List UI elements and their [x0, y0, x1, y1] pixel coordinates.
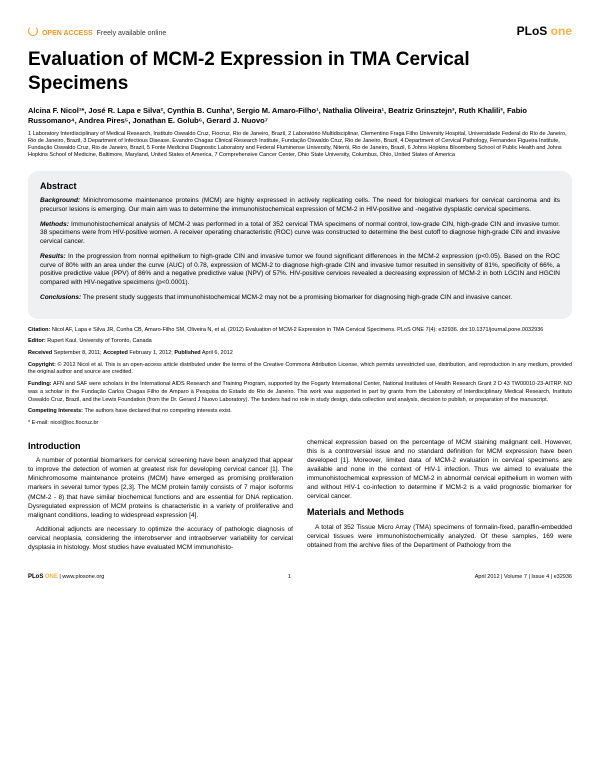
competing-label: Competing Interests:	[28, 408, 83, 414]
intro-p2: Additional adjuncts are necessary to opt…	[28, 525, 293, 552]
page-footer: PLoS ONE | www.plosone.org 1 April 2012 …	[28, 571, 572, 580]
meta-competing: Competing Interests: The authors have de…	[28, 408, 572, 416]
page: OPEN ACCESS Freely available online PLoS…	[0, 0, 600, 604]
logo-one: one	[551, 24, 572, 38]
abstract-results-text: In the progression from normal epitheliu…	[40, 253, 560, 286]
meta-copyright: Copyright: © 2012 Nicol et al. This is a…	[28, 362, 572, 377]
right-column: chemical expression based on the percent…	[307, 438, 572, 558]
editor-text: Rupert Kaul, University of Toronto, Cana…	[47, 338, 151, 344]
abstract-background-text: Minichromosome maintenance proteins (MCM…	[40, 197, 560, 213]
abstract-conclusions-text: The present study suggests that immunohi…	[83, 294, 512, 301]
meta-funding: Funding: AFN and SAF were scholars in th…	[28, 381, 572, 404]
funding-text: AFN and SAF were scholars in the Interna…	[28, 381, 572, 402]
access-text: ACCESS	[63, 30, 92, 37]
competing-text: The authors have declared that no compet…	[84, 408, 231, 414]
header: OPEN ACCESS Freely available online PLoS…	[28, 24, 572, 38]
accepted-label: Accepted	[103, 350, 128, 356]
meta-citation: Citation: Nicol AF, Lapa e Silva JR, Cun…	[28, 327, 572, 335]
intro-p1: A number of potential biomarkers for cer…	[28, 456, 293, 520]
freely-available-text: Freely available online	[97, 30, 167, 37]
abstract-results-label: Results:	[40, 253, 66, 260]
citation-text: Nicol AF, Lapa e Silva JR, Cunha CB, Ama…	[52, 327, 543, 333]
citation-label: Citation:	[28, 327, 50, 333]
accepted-text: February 1, 2012;	[129, 350, 172, 356]
abstract-box: Abstract Background: Minichromosome main…	[28, 171, 572, 319]
logo-plos: PLoS	[517, 24, 548, 38]
affiliations: 1 Laboratory Interdisciplinary of Medica…	[28, 131, 572, 160]
abstract-heading: Abstract	[40, 181, 560, 191]
authors-list: Alcina F. Nicol¹*, José R. Lapa e Silva²…	[28, 106, 572, 127]
footer-site: | www.plosone.org	[59, 574, 104, 580]
intro-p3: chemical expression based on the percent…	[307, 438, 572, 502]
published-label: Published	[174, 350, 200, 356]
footer-issue: April 2012 | Volume 7 | Issue 4 | e32936	[475, 574, 572, 580]
abstract-results: Results: In the progression from normal …	[40, 253, 560, 288]
open-access-icon	[28, 26, 38, 36]
journal-logo: PLoS one	[517, 24, 572, 38]
body-columns: Introduction A number of potential bioma…	[28, 438, 572, 558]
abstract-background: Background: Minichromosome maintenance p…	[40, 197, 560, 215]
footer-logo-plos: PLoS	[28, 574, 43, 580]
received-label: Received	[28, 350, 52, 356]
article-title: Evaluation of MCM-2 Expression in TMA Ce…	[28, 48, 572, 96]
meta-dates: Received September 8, 2011; Accepted Feb…	[28, 350, 572, 358]
meta-block: Citation: Nicol AF, Lapa e Silva JR, Cun…	[28, 327, 572, 428]
copyright-label: Copyright:	[28, 362, 56, 368]
footer-left: PLoS ONE | www.plosone.org	[28, 574, 104, 580]
methods-heading: Materials and Methods	[307, 506, 572, 519]
abstract-methods-label: Methods:	[40, 221, 69, 228]
email-label: * E-mail:	[28, 420, 49, 426]
abstract-conclusions-label: Conclusions:	[40, 294, 81, 301]
left-column: Introduction A number of potential bioma…	[28, 438, 293, 558]
abstract-conclusions: Conclusions: The present study suggests …	[40, 294, 560, 303]
received-text: September 8, 2011;	[54, 350, 102, 356]
meta-email: * E-mail: nicol@ioc.fiocruz.br	[28, 420, 572, 428]
email-text: nicol@ioc.fiocruz.br	[50, 420, 98, 426]
footer-logo-one: ONE	[45, 574, 58, 580]
open-access-text: OPEN	[42, 30, 62, 37]
methods-p1: A total of 352 Tissue Micro Array (TMA) …	[307, 523, 572, 550]
abstract-methods: Methods: Immunohistochemical analysis of…	[40, 221, 560, 247]
abstract-methods-text: Immunohistochemical analysis of MCM-2 wa…	[40, 221, 560, 246]
intro-heading: Introduction	[28, 440, 293, 453]
published-text: April 6, 2012	[202, 350, 233, 356]
funding-label: Funding:	[28, 381, 52, 387]
open-access-badge: OPEN ACCESS Freely available online	[28, 25, 166, 37]
editor-label: Editor:	[28, 338, 46, 344]
copyright-text: © 2012 Nicol et al. This is an open-acce…	[28, 362, 572, 376]
meta-editor: Editor: Rupert Kaul, University of Toron…	[28, 338, 572, 346]
abstract-background-label: Background:	[40, 197, 80, 204]
footer-page: 1	[288, 574, 291, 580]
